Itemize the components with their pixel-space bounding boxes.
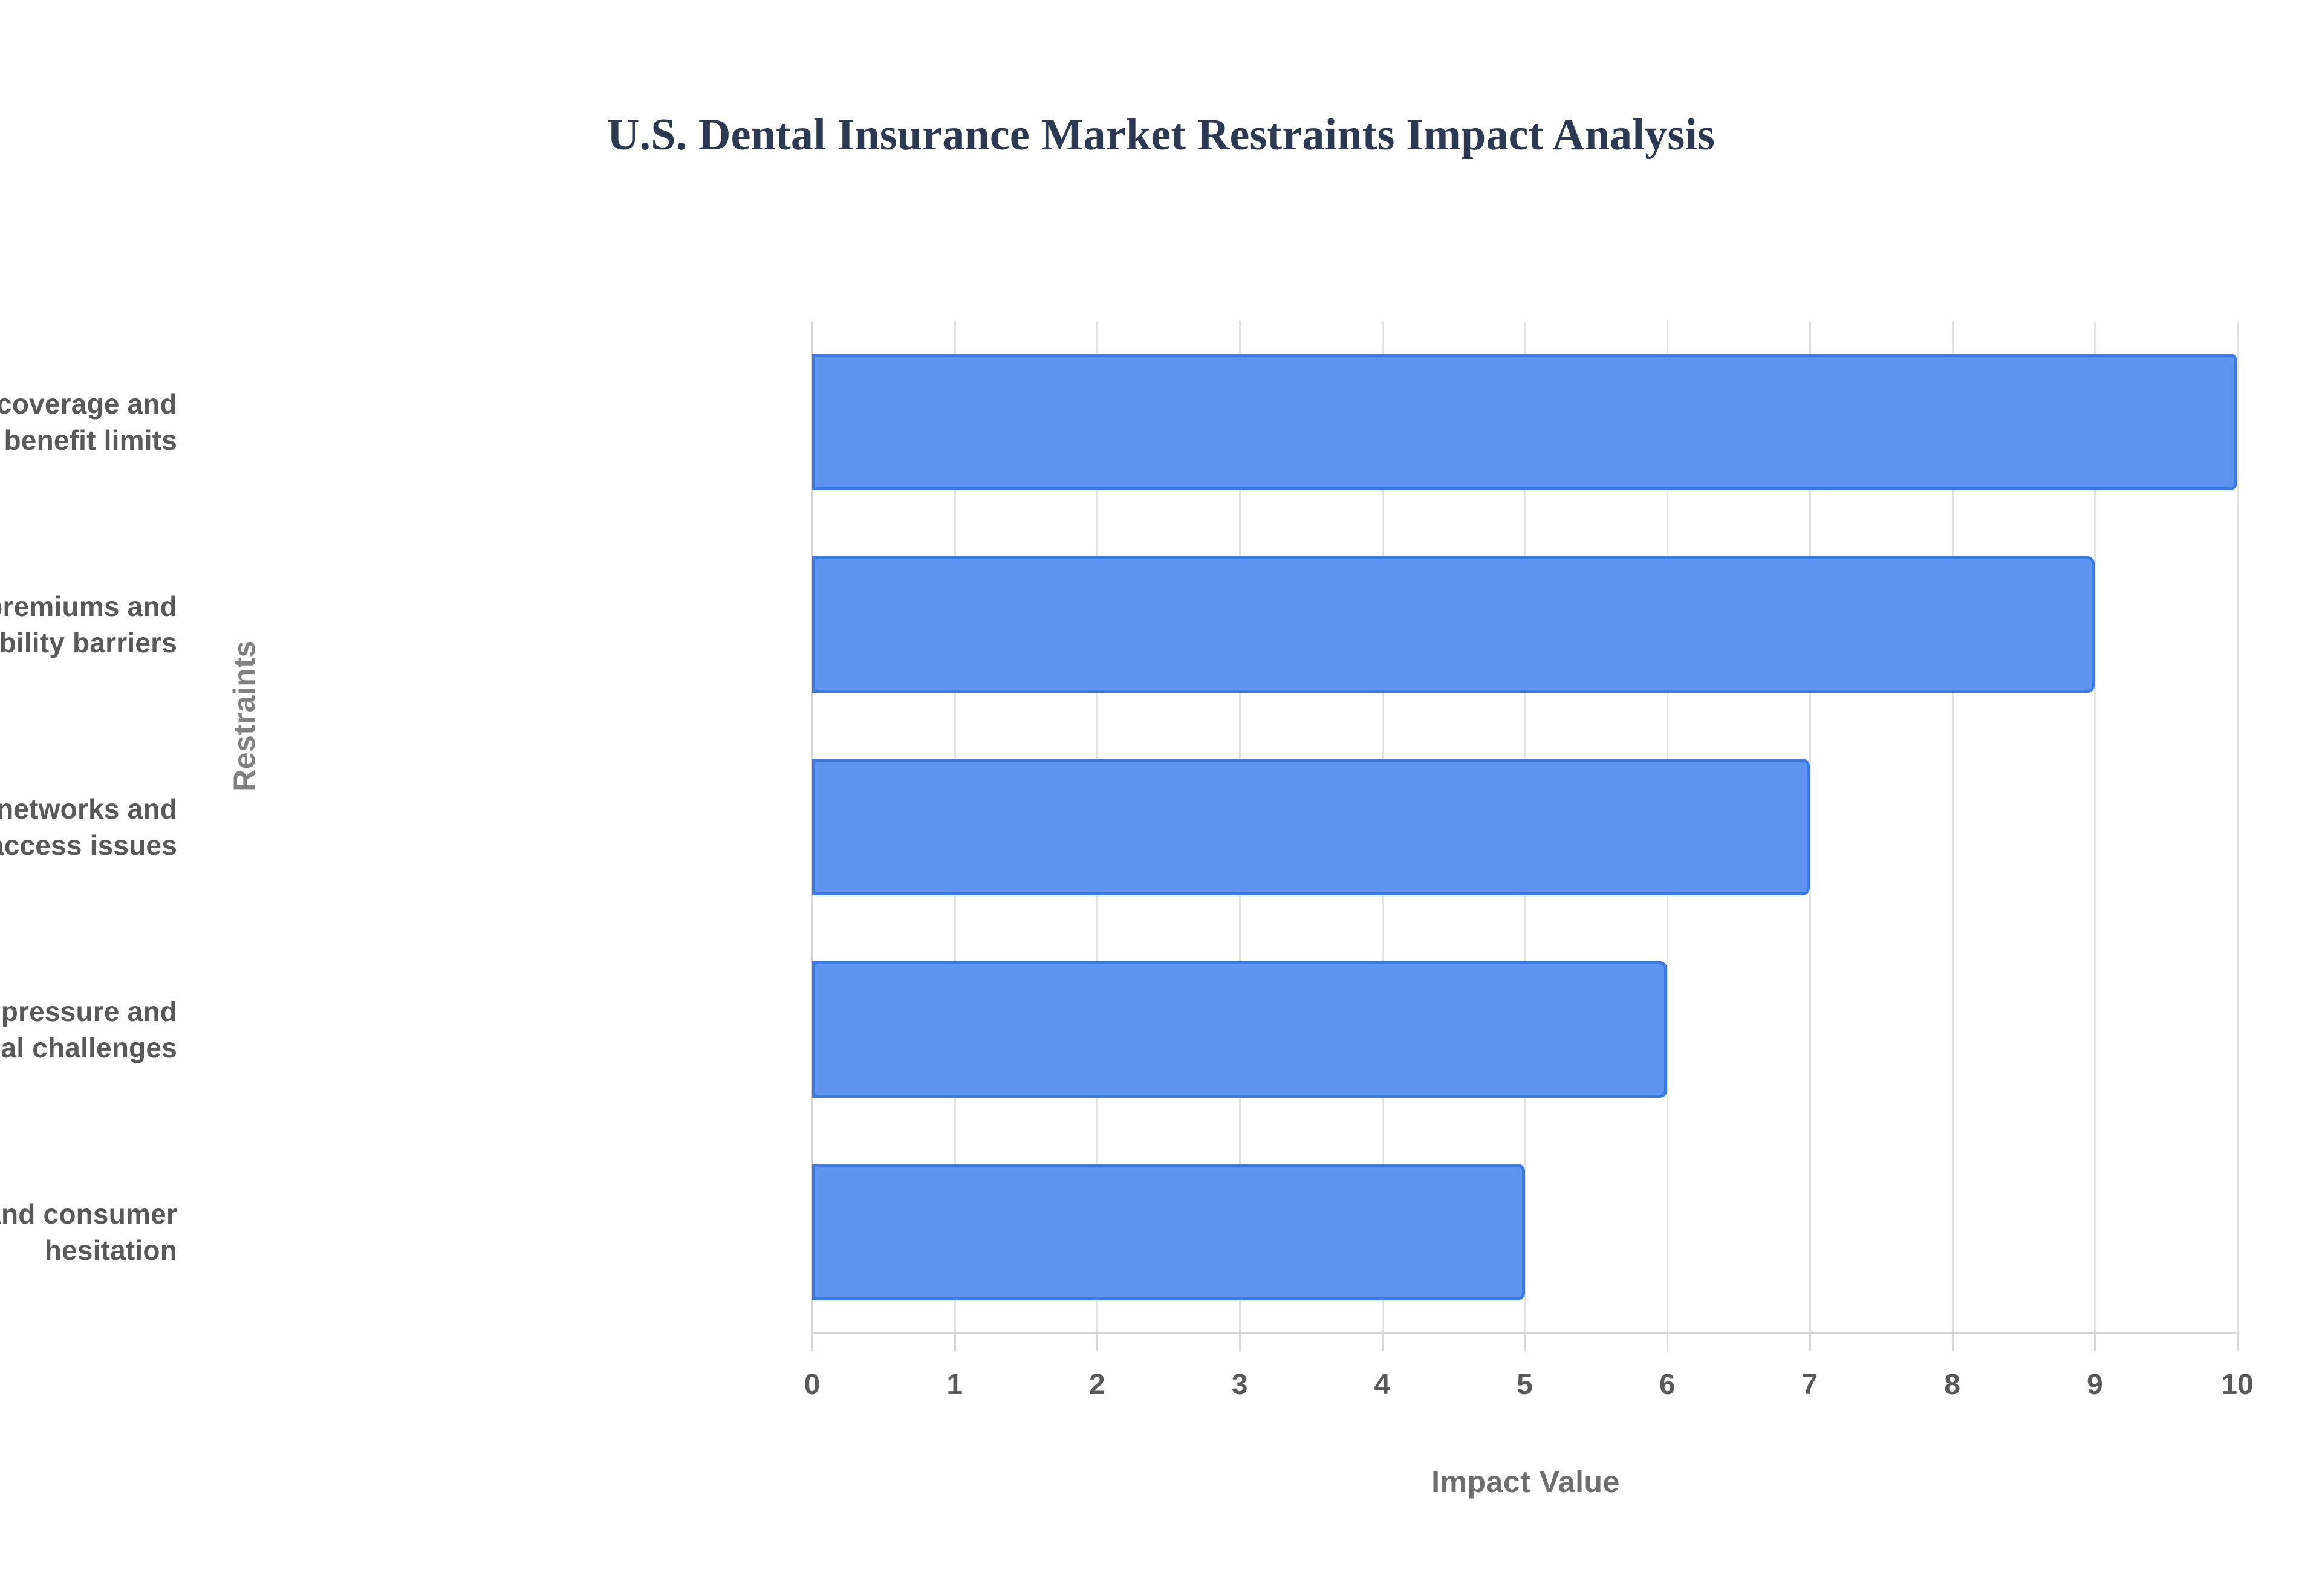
x-tick-label-3: 3	[1231, 1369, 1248, 1401]
y-category-label-line: hesitation	[44, 1234, 177, 1266]
x-tick-label-5: 5	[1517, 1369, 1533, 1401]
y-axis-title: Restraints	[227, 640, 261, 791]
tick-mark-x-4	[1381, 1333, 1384, 1351]
bar[interactable]	[812, 1163, 1525, 1300]
tick-mark-x-1	[954, 1333, 956, 1351]
gridline-x-7	[1809, 321, 1811, 1333]
tick-mark-x-6	[1667, 1333, 1669, 1351]
gridline-x-8	[1951, 321, 1954, 1333]
x-tick-label-6: 6	[1659, 1369, 1676, 1401]
y-category-label-line: affordability barriers	[0, 627, 177, 659]
tick-mark-x-3	[1239, 1333, 1241, 1351]
y-category-label: Low awareness and consumer hesitation	[0, 1196, 177, 1268]
y-category-label-line: Reimbursement pressure and	[0, 995, 177, 1027]
y-category-label-line: High premiums and	[0, 591, 177, 623]
x-tick-label-0: 0	[804, 1369, 821, 1401]
bar[interactable]	[812, 556, 2095, 693]
chart-title: U.S. Dental Insurance Market Restraints …	[607, 110, 1715, 160]
y-category-label-line: benefit limits	[4, 424, 177, 456]
y-category-label-line: Limited provider networks and	[0, 793, 177, 825]
gridline-x-10	[2237, 321, 2239, 1333]
x-tick-label-10: 10	[2221, 1369, 2254, 1401]
gridline-x-9	[2094, 321, 2096, 1333]
tick-mark-x-2	[1096, 1333, 1099, 1351]
y-category-label-line: access issues	[0, 829, 177, 861]
bar[interactable]	[812, 354, 2237, 491]
y-category-label-line: operational challenges	[0, 1031, 177, 1063]
y-category-label: Restricted coverage and benefit limits	[0, 386, 177, 458]
x-tick-label-2: 2	[1089, 1369, 1105, 1401]
tick-mark-x-9	[2094, 1333, 2096, 1351]
y-category-label: Limited provider networks and access issu…	[0, 791, 177, 863]
bar[interactable]	[812, 759, 1810, 895]
tick-mark-x-10	[2237, 1333, 2239, 1351]
tick-mark-x-8	[1951, 1333, 1954, 1351]
x-axis-title: Impact Value	[1431, 1465, 1620, 1499]
x-tick-label-7: 7	[1801, 1369, 1818, 1401]
x-tick-label-9: 9	[2086, 1369, 2103, 1401]
tick-mark-x-5	[1524, 1333, 1526, 1351]
x-tick-label-8: 8	[1944, 1369, 1960, 1401]
y-category-label: Reimbursement pressure and operational ch…	[0, 993, 177, 1066]
tick-mark-x-7	[1809, 1333, 1811, 1351]
bar[interactable]	[812, 961, 1668, 1098]
y-category-label-line: Restricted coverage and	[0, 388, 177, 420]
y-category-label-line: Low awareness and consumer	[0, 1198, 177, 1230]
y-category-label: High premiums and affordability barriers	[0, 588, 177, 661]
tick-mark-x-0	[811, 1333, 813, 1351]
x-tick-label-1: 1	[946, 1369, 963, 1401]
x-tick-label-4: 4	[1374, 1369, 1391, 1401]
